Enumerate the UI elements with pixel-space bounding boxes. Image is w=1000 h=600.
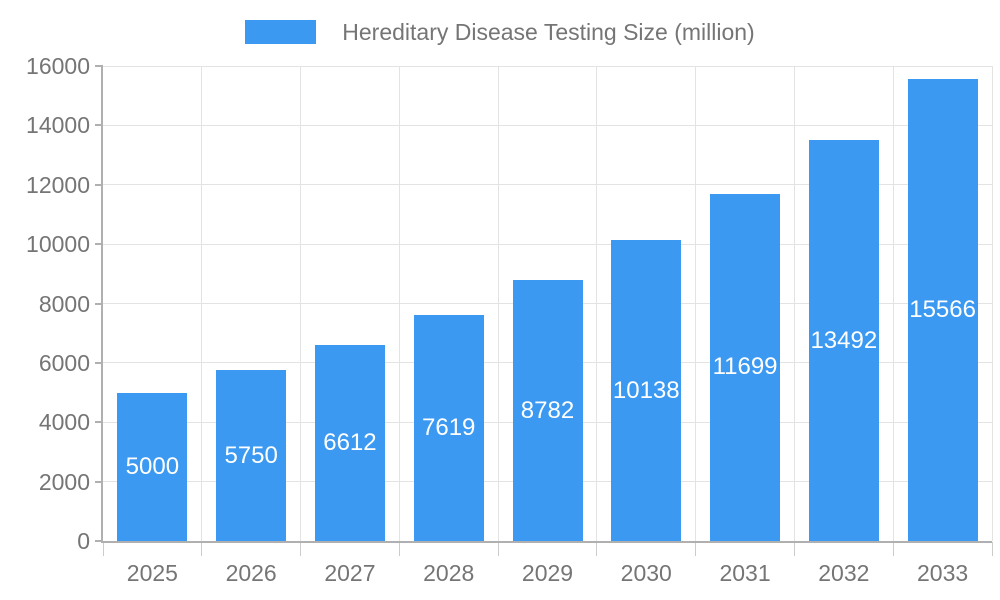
gridline-horizontal (103, 243, 992, 245)
y-axis-tick (95, 421, 103, 424)
x-axis-tick (892, 542, 894, 556)
bar[interactable] (314, 344, 385, 541)
gridline-vertical (201, 66, 203, 541)
x-axis-tick (596, 542, 598, 556)
y-axis-tick (95, 480, 103, 483)
y-axis-tick (95, 124, 103, 127)
x-tick-label: 2027 (324, 560, 376, 586)
bar[interactable] (413, 314, 484, 541)
bar-value-label: 6612 (323, 428, 377, 456)
bar[interactable] (512, 280, 583, 541)
x-axis-line (101, 541, 992, 543)
gridline-horizontal (103, 184, 992, 186)
gridline-vertical (300, 66, 302, 541)
y-axis-tick (95, 540, 103, 542)
bar-value-label: 11699 (712, 353, 778, 381)
y-tick-label: 12000 (26, 171, 90, 198)
x-axis-tick (991, 542, 993, 556)
gridline-vertical (695, 66, 697, 541)
y-axis-tick (95, 302, 103, 305)
gridline-vertical (596, 66, 598, 541)
x-tick-label: 2031 (719, 560, 771, 586)
x-axis-tick (102, 542, 104, 556)
y-tick-label: 0 (77, 528, 90, 554)
x-tick-label: 2030 (620, 560, 672, 586)
y-axis-tick (95, 243, 103, 246)
bar-value-label: 10138 (612, 376, 680, 404)
x-tick-label: 2025 (126, 560, 178, 586)
gridline-vertical (991, 66, 993, 541)
bar[interactable] (611, 240, 682, 541)
y-tick-label: 14000 (26, 112, 90, 139)
x-axis-tick (300, 542, 302, 556)
y-axis-tick (95, 361, 103, 364)
y-tick-label: 2000 (38, 468, 90, 495)
gridline-vertical (793, 66, 795, 541)
x-tick-label: 2029 (521, 560, 574, 586)
y-tick-label: 8000 (38, 290, 90, 317)
gridline-vertical (497, 66, 499, 541)
y-axis-tick (95, 65, 103, 67)
y-tick-label: 10000 (26, 231, 90, 258)
x-axis-tick (398, 542, 400, 556)
y-tick-label: 6000 (38, 349, 90, 376)
gridline-vertical (398, 66, 400, 541)
bar-value-label: 5750 (224, 441, 278, 469)
chart-legend[interactable]: Hereditary Disease Testing Size (million… (0, 16, 1000, 48)
y-tick-label: 16000 (26, 53, 90, 79)
y-axis-tick (95, 183, 103, 186)
bar-value-label: 15566 (909, 295, 976, 323)
y-tick-label: 4000 (38, 409, 90, 436)
gridline-vertical (892, 66, 894, 541)
bar[interactable] (710, 193, 781, 541)
x-tick-label: 2028 (423, 560, 475, 586)
x-axis-tick (793, 542, 795, 556)
x-tick-label: 2026 (225, 560, 277, 586)
bar[interactable] (117, 392, 188, 541)
legend-swatch-icon (245, 20, 317, 44)
gridline-horizontal (103, 65, 992, 67)
x-tick-label: 2033 (917, 560, 969, 586)
y-axis-line (101, 66, 103, 543)
bar-value-label: 13492 (810, 326, 878, 354)
x-axis-tick (201, 542, 203, 556)
gridline-horizontal (103, 124, 992, 126)
x-axis-tick (695, 542, 697, 556)
x-axis-tick (497, 542, 499, 556)
legend-label: Hereditary Disease Testing Size (million… (342, 18, 755, 45)
bar-value-label: 8782 (520, 396, 575, 424)
bar[interactable] (808, 140, 879, 541)
bar-value-label: 7619 (422, 413, 476, 441)
bar[interactable] (216, 370, 287, 541)
bar[interactable] (907, 78, 978, 541)
x-tick-label: 2032 (818, 560, 870, 586)
bar-value-label: 5000 (125, 452, 180, 480)
